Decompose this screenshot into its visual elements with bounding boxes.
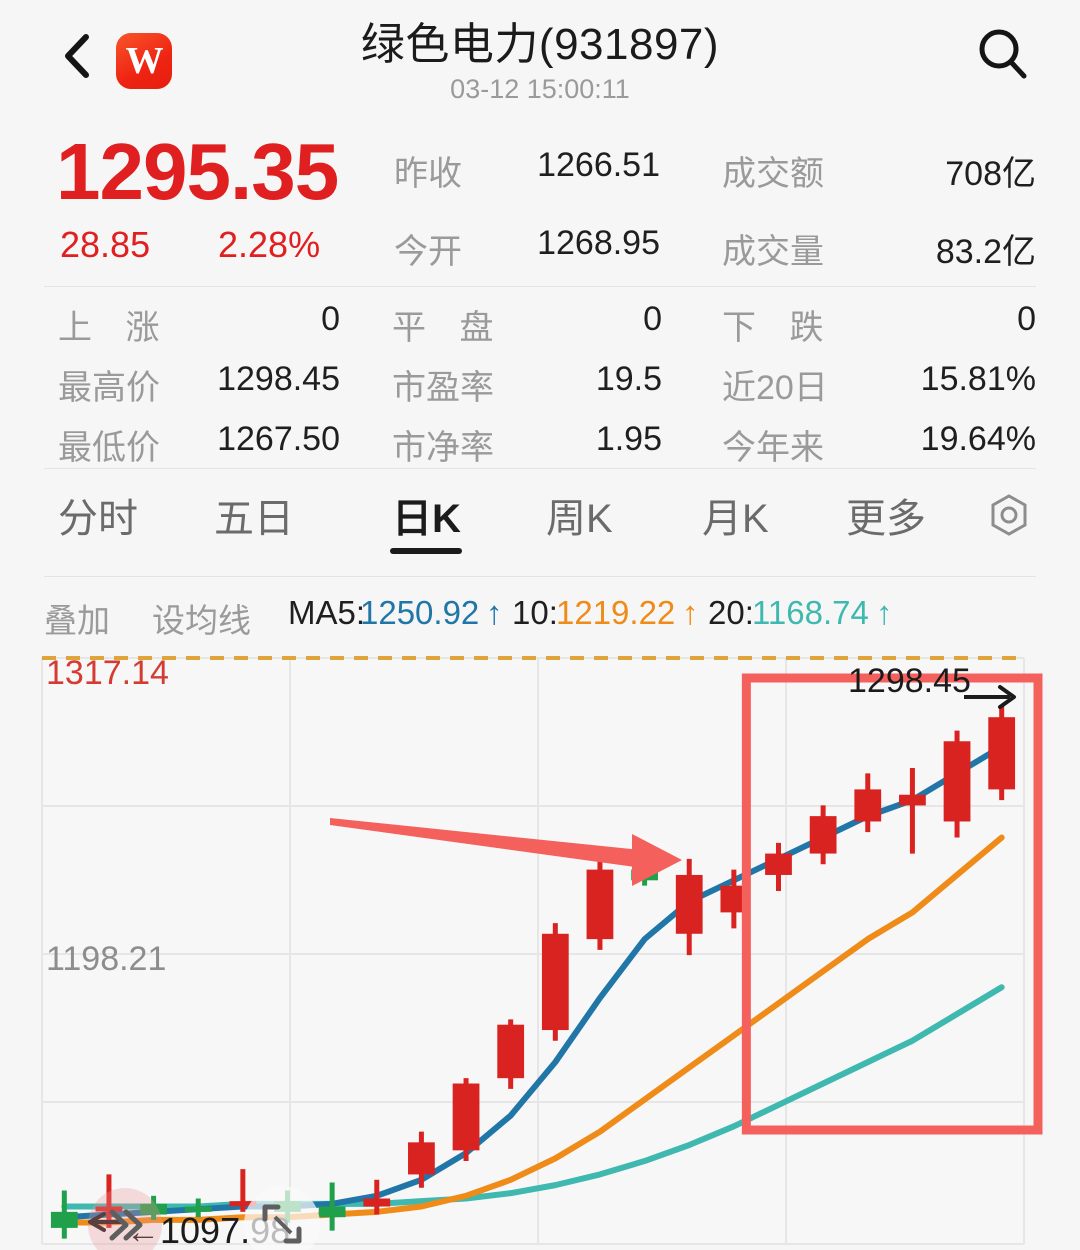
turnover-label: 成交额 [722,155,824,193]
divider [44,576,1036,577]
unchanged-label: 平 盘 [392,309,506,347]
app-header: W 绿色电力(931897) 03-12 15:00:11 [0,0,1080,118]
ma10-value: 1219.22 [556,594,676,631]
chart-peak-annotation-label: 1298.45 [848,662,971,700]
divider [44,286,1036,287]
chart-mid-label: 1198.21 [46,940,167,978]
expand-chart-button[interactable] [244,1186,320,1250]
quote-summary: 1295.35 28.85 2.28% 昨收 1266.51 成交额 708亿 … [0,118,1080,287]
search-icon[interactable] [974,26,1032,84]
ma20-label: 20: [708,594,754,631]
pb-label: 市净率 [392,429,494,467]
return-ytd-value: 19.64% [920,420,1036,458]
volume-label: 成交量 [722,233,824,271]
stats-row: 最低价 1267.50 市净率 1.95 今年来 19.64% [0,420,1080,480]
low-value: 1267.50 [217,420,340,458]
set-ma-button[interactable]: 设均线 [152,602,251,639]
advancers-value: 0 [321,300,340,338]
ma20-value: 1168.74 [752,594,869,631]
tab-wuri[interactable]: 五日 [214,497,294,541]
stats-row: 最高价 1298.45 市盈率 19.5 近20日 15.81% [0,360,1080,420]
decliners-label: 下 跌 [722,309,836,347]
return-20d-value: 15.81% [920,360,1036,398]
turnover-value: 708亿 [945,155,1036,193]
moving-average-bar: 叠加 设均线 MA5: 1250.92 ↑ 10: 1219.22 ↑ 20: … [0,586,1080,644]
low-label: 最低价 [58,429,160,467]
open-value: 1268.95 [537,224,660,262]
return-20d-label: 近20日 [722,369,828,407]
candlestick-chart[interactable]: 1317.14 1198.21 1298.45 ←1097.98 [0,646,1080,1250]
ma10-arrow: ↑ [682,594,699,631]
ma5-label: MA5: [288,594,366,631]
tab-monthly-k[interactable]: 月K [702,497,769,541]
chart-canvas[interactable] [0,646,1080,1250]
pb-value: 1.95 [595,420,662,458]
return-ytd-label: 今年来 [722,429,824,467]
divider [44,468,1036,469]
pe-value: 19.5 [595,360,662,398]
decliners-value: 0 [1017,300,1036,338]
tab-daily-k[interactable]: 日K [392,497,461,541]
prev-close-label: 昨收 [394,155,462,193]
prev-close-value: 1266.51 [537,146,660,184]
overlay-button[interactable]: 叠加 [44,602,110,639]
tab-fenshi[interactable]: 分时 [58,497,138,541]
ma5-arrow: ↑ [486,594,503,631]
scroll-left-button[interactable] [88,1188,162,1250]
double-chevron-right-icon [109,1209,143,1241]
stats-row: 上 涨 0 平 盘 0 下 跌 0 [0,300,1080,360]
gear-icon[interactable] [986,492,1032,538]
volume-value: 83.2亿 [935,233,1036,271]
last-price: 1295.35 [56,127,339,216]
ma20-arrow: ↑ [876,594,893,631]
page-title: 绿色电力(931897) [360,20,720,69]
unchanged-value: 0 [643,300,662,338]
advancers-label: 上 涨 [58,309,172,347]
chart-period-tabs: 分时 五日 日K 周K 月K 更多 [0,478,1080,578]
pe-label: 市盈率 [392,369,494,407]
stats-grid: 上 涨 0 平 盘 0 下 跌 0 最高价 1298.45 市盈率 19.5 近… [0,290,1080,470]
expand-arrows-icon [262,1204,302,1244]
app-logo-icon[interactable]: W [116,33,172,89]
ma5-value: 1250.92 [360,594,480,631]
price-change: 28.85 [60,224,151,265]
open-label: 今开 [394,233,462,271]
price-change-percent: 2.28% [218,224,321,265]
back-button[interactable] [62,32,92,80]
quote-timestamp: 03-12 15:00:11 [450,74,630,104]
tab-more[interactable]: 更多 [846,497,926,541]
high-value: 1298.45 [217,360,340,398]
tab-weekly-k[interactable]: 周K [546,497,613,541]
high-label: 最高价 [58,369,160,407]
tab-active-indicator [390,548,462,554]
chart-high-label: 1317.14 [46,654,169,692]
peak-arrow-icon [964,685,1016,709]
ma10-label: 10: [512,594,558,631]
